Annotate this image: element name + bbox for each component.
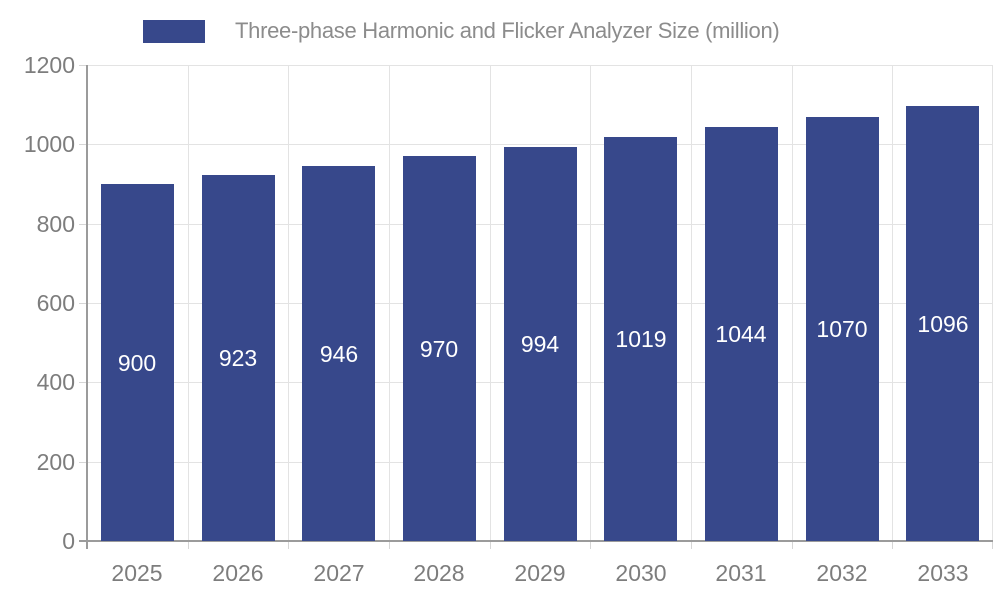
x-axis-line	[79, 540, 993, 542]
y-axis-tick	[79, 144, 87, 145]
y-axis-tick	[79, 224, 87, 225]
y-axis-label: 800	[36, 211, 75, 237]
y-axis-label: 0	[62, 528, 75, 554]
y-axis-label: 1200	[23, 52, 75, 78]
y-axis-label: 600	[36, 290, 75, 316]
gridline-vertical	[389, 65, 390, 541]
x-axis-label: 2033	[917, 560, 969, 586]
y-axis-tick	[79, 303, 87, 304]
x-axis-label: 2025	[111, 560, 163, 586]
bar-2027[interactable]	[302, 166, 375, 541]
x-axis-tick	[892, 541, 893, 549]
gridline-vertical	[691, 65, 692, 541]
x-axis-label: 2027	[313, 560, 365, 586]
y-axis-label: 200	[36, 449, 75, 475]
y-axis-label: 400	[36, 369, 75, 395]
gridline-horizontal	[87, 65, 993, 66]
x-axis-label: 2026	[212, 560, 264, 586]
x-axis-label: 2028	[413, 560, 465, 586]
bar-2028[interactable]	[403, 156, 476, 541]
gridline-horizontal	[87, 144, 993, 145]
legend-label: Three-phase Harmonic and Flicker Analyze…	[235, 18, 780, 43]
gridline-vertical	[188, 65, 189, 541]
x-axis-tick	[992, 541, 993, 549]
y-axis-line	[86, 65, 88, 549]
x-axis-tick	[590, 541, 591, 549]
y-axis-label: 1000	[23, 131, 75, 157]
x-axis-label: 2032	[816, 560, 868, 586]
y-axis-tick	[79, 382, 87, 383]
x-axis-tick	[389, 541, 390, 549]
bar-2031[interactable]	[705, 127, 778, 541]
x-axis-label: 2030	[615, 560, 667, 586]
x-axis-tick	[288, 541, 289, 549]
y-axis-tick	[79, 65, 87, 66]
bar-2030[interactable]	[604, 137, 677, 541]
x-axis-tick	[490, 541, 491, 549]
legend-swatch	[143, 19, 205, 43]
x-axis-label: 2031	[715, 560, 767, 586]
bar-2029[interactable]	[504, 147, 577, 541]
x-axis-tick	[691, 541, 692, 549]
bar-2033[interactable]	[906, 106, 979, 541]
gridline-vertical	[288, 65, 289, 541]
bar-2026[interactable]	[202, 175, 275, 541]
gridline-vertical	[490, 65, 491, 541]
gridline-vertical	[992, 65, 993, 541]
x-axis-tick	[188, 541, 189, 549]
gridline-vertical	[892, 65, 893, 541]
bar-2025[interactable]	[101, 184, 174, 541]
y-axis-tick	[79, 462, 87, 463]
gridline-vertical	[590, 65, 591, 541]
legend-item[interactable]: Three-phase Harmonic and Flicker Analyze…	[143, 17, 780, 45]
bar-2032[interactable]	[806, 117, 879, 541]
x-axis-label: 2029	[514, 560, 566, 586]
x-axis-tick	[792, 541, 793, 549]
gridline-vertical	[792, 65, 793, 541]
plot-area: 900 923 946 970 994 1019 1044 1070 1096	[79, 65, 993, 549]
